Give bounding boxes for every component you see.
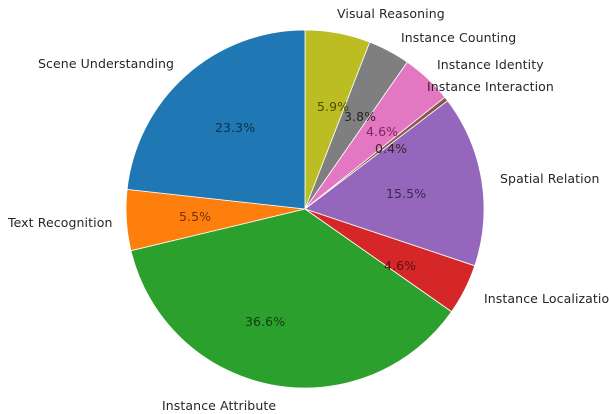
slice-label-visual-reasoning: Visual Reasoning bbox=[337, 6, 445, 21]
slice-percent-visual-reasoning: 5.9% bbox=[317, 99, 350, 114]
pie-slice-instance-attribute[interactable] bbox=[130, 208, 453, 389]
slice-label-spatial-relation: Spatial Relation bbox=[500, 171, 600, 186]
slice-percent-instance-interaction: 0.4% bbox=[375, 141, 408, 156]
slice-label-instance-localization: Instance Localization bbox=[484, 291, 609, 306]
slice-label-instance-counting: Instance Counting bbox=[401, 30, 517, 45]
slice-percent-instance-localization: 4.6% bbox=[384, 258, 417, 273]
slice-percent-instance-attribute: 36.6% bbox=[245, 314, 286, 329]
pie-slice-scene-understanding[interactable] bbox=[126, 29, 306, 210]
pie-slice-spatial-relation[interactable] bbox=[304, 100, 485, 267]
slice-label-text-recognition: Text Recognition bbox=[8, 215, 113, 230]
slice-label-instance-identity: Instance Identity bbox=[437, 57, 544, 72]
slice-percent-spatial-relation: 15.5% bbox=[386, 186, 427, 201]
slice-label-instance-interaction: Instance Interaction bbox=[427, 79, 554, 94]
slice-percent-instance-counting: 3.8% bbox=[344, 109, 377, 124]
slice-percent-scene-understanding: 23.3% bbox=[215, 120, 256, 135]
slice-label-scene-understanding: Scene Understanding bbox=[38, 56, 175, 71]
slice-percent-text-recognition: 5.5% bbox=[179, 209, 212, 224]
slice-percent-instance-identity: 4.6% bbox=[366, 124, 399, 139]
slice-label-instance-attribute: Instance Attribute bbox=[162, 398, 277, 413]
